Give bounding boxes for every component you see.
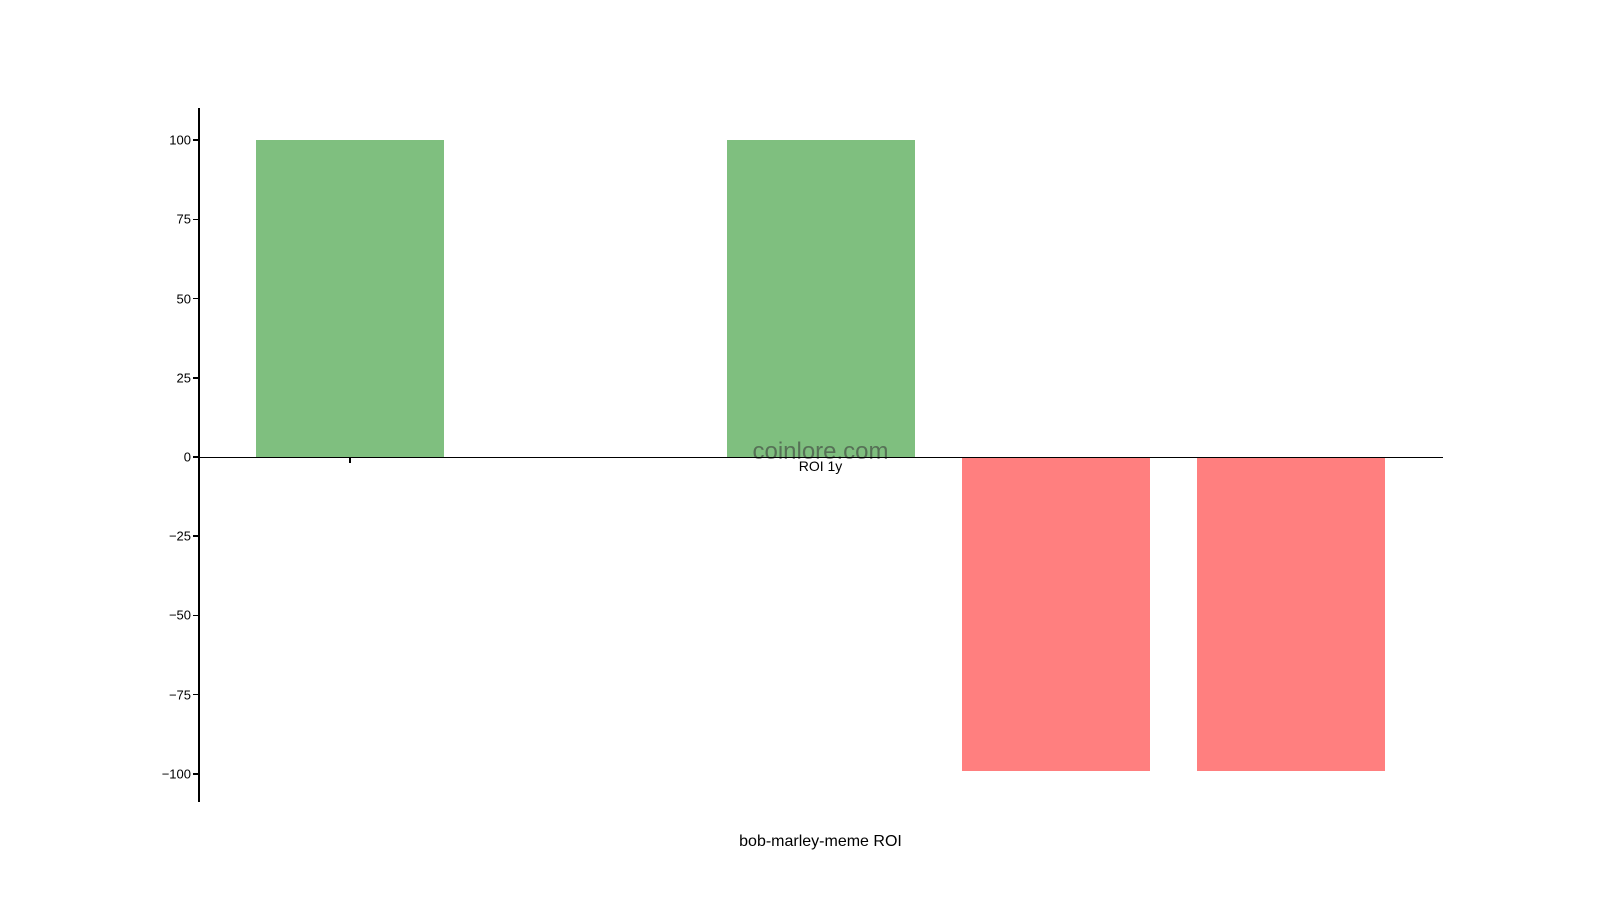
y-tick-label: −100 bbox=[161, 766, 191, 782]
x-axis-zero-line bbox=[197, 456, 1443, 458]
y-tick-label: 75 bbox=[176, 211, 191, 227]
y-tick-mark bbox=[193, 297, 198, 300]
chart-title: bob-marley-meme ROI bbox=[739, 833, 902, 850]
bar-positive bbox=[256, 140, 444, 457]
y-tick-label: −50 bbox=[168, 607, 191, 623]
y-tick-mark bbox=[193, 614, 198, 617]
x-tick-label: ROI 1y bbox=[798, 458, 843, 474]
y-axis-line bbox=[198, 108, 200, 802]
y-tick-label: 50 bbox=[176, 291, 191, 307]
y-tick-label: 100 bbox=[169, 132, 191, 148]
y-tick-mark bbox=[193, 693, 198, 696]
bar-negative bbox=[961, 457, 1150, 771]
bar-positive bbox=[726, 140, 915, 457]
y-tick-mark bbox=[193, 139, 198, 141]
coinlore-watermark: coinlore.com bbox=[752, 438, 889, 465]
y-tick-label: −25 bbox=[168, 528, 191, 544]
y-tick-label: 0 bbox=[183, 449, 191, 465]
y-tick-mark bbox=[193, 456, 198, 458]
y-tick-mark bbox=[193, 773, 198, 775]
x-tick-mark bbox=[349, 458, 351, 463]
y-tick-mark bbox=[193, 535, 198, 537]
bar-negative bbox=[1197, 457, 1385, 771]
y-tick-label: 25 bbox=[176, 370, 191, 386]
y-tick-label: −75 bbox=[168, 687, 191, 703]
y-tick-mark bbox=[193, 218, 198, 221]
y-tick-mark bbox=[193, 377, 198, 379]
